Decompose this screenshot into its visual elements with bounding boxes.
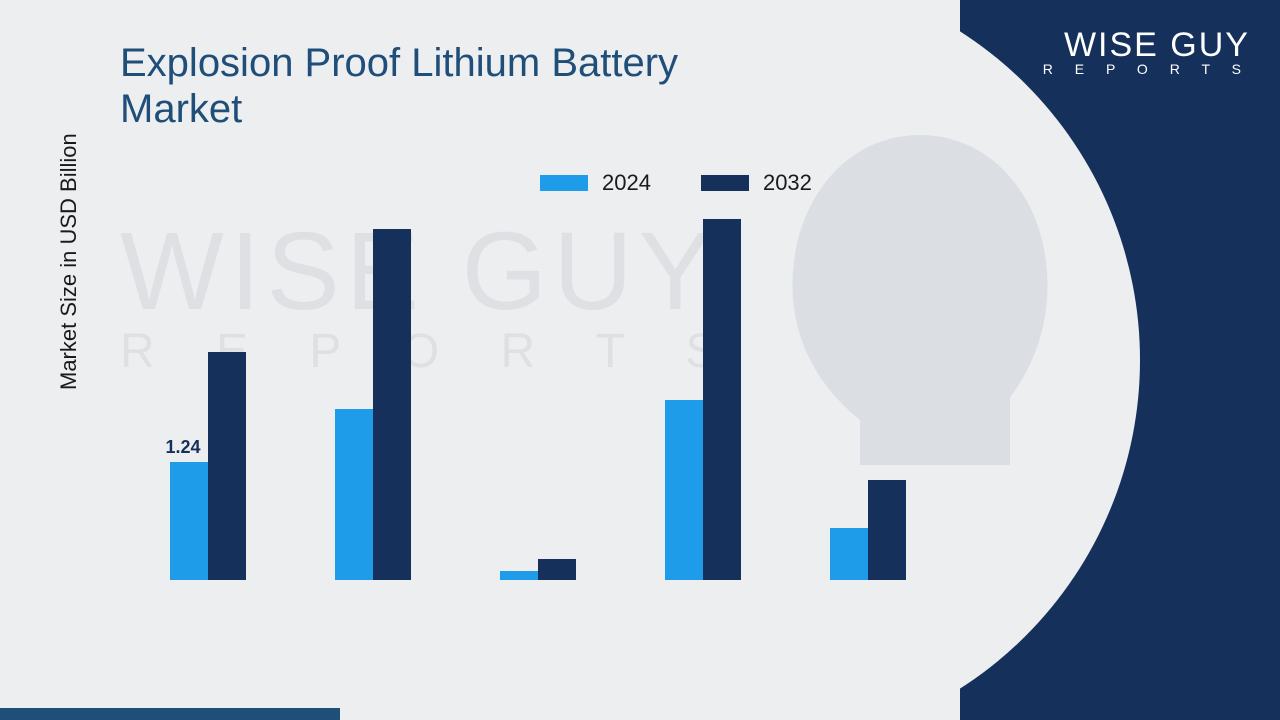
y-axis-label: Market Size in USD Billion	[56, 133, 82, 390]
bar	[335, 409, 373, 580]
page-root: WISE GUY R E P O R T S Explosion Proof L…	[0, 0, 1280, 720]
bar	[170, 462, 208, 580]
bar	[208, 352, 246, 580]
brand-logo-main: WISE GUY	[1043, 26, 1250, 65]
bottom-accent-bar	[0, 708, 340, 720]
legend: 2024 2032	[540, 170, 812, 196]
legend-swatch-2024	[540, 175, 588, 191]
bar	[373, 229, 411, 581]
legend-label-2032: 2032	[763, 170, 812, 196]
brand-logo-sub: R E P O R T S	[1043, 61, 1250, 77]
legend-swatch-2032	[701, 175, 749, 191]
bar-value-label: 1.24	[158, 437, 208, 458]
bar	[830, 528, 868, 580]
chart-title: Explosion Proof Lithium Battery Market	[120, 40, 760, 132]
legend-item-2024: 2024	[540, 170, 651, 196]
bar	[500, 571, 538, 581]
legend-label-2024: 2024	[602, 170, 651, 196]
bar	[665, 400, 703, 581]
chart-plot-area: 1.24NORTHAMERICAEUROPESOUTHAMERICAASIAPA…	[120, 200, 940, 580]
bar	[703, 219, 741, 580]
legend-item-2032: 2032	[701, 170, 812, 196]
brand-logo: WISE GUY R E P O R T S	[1043, 26, 1250, 77]
bar	[868, 480, 906, 580]
bar	[538, 559, 576, 580]
